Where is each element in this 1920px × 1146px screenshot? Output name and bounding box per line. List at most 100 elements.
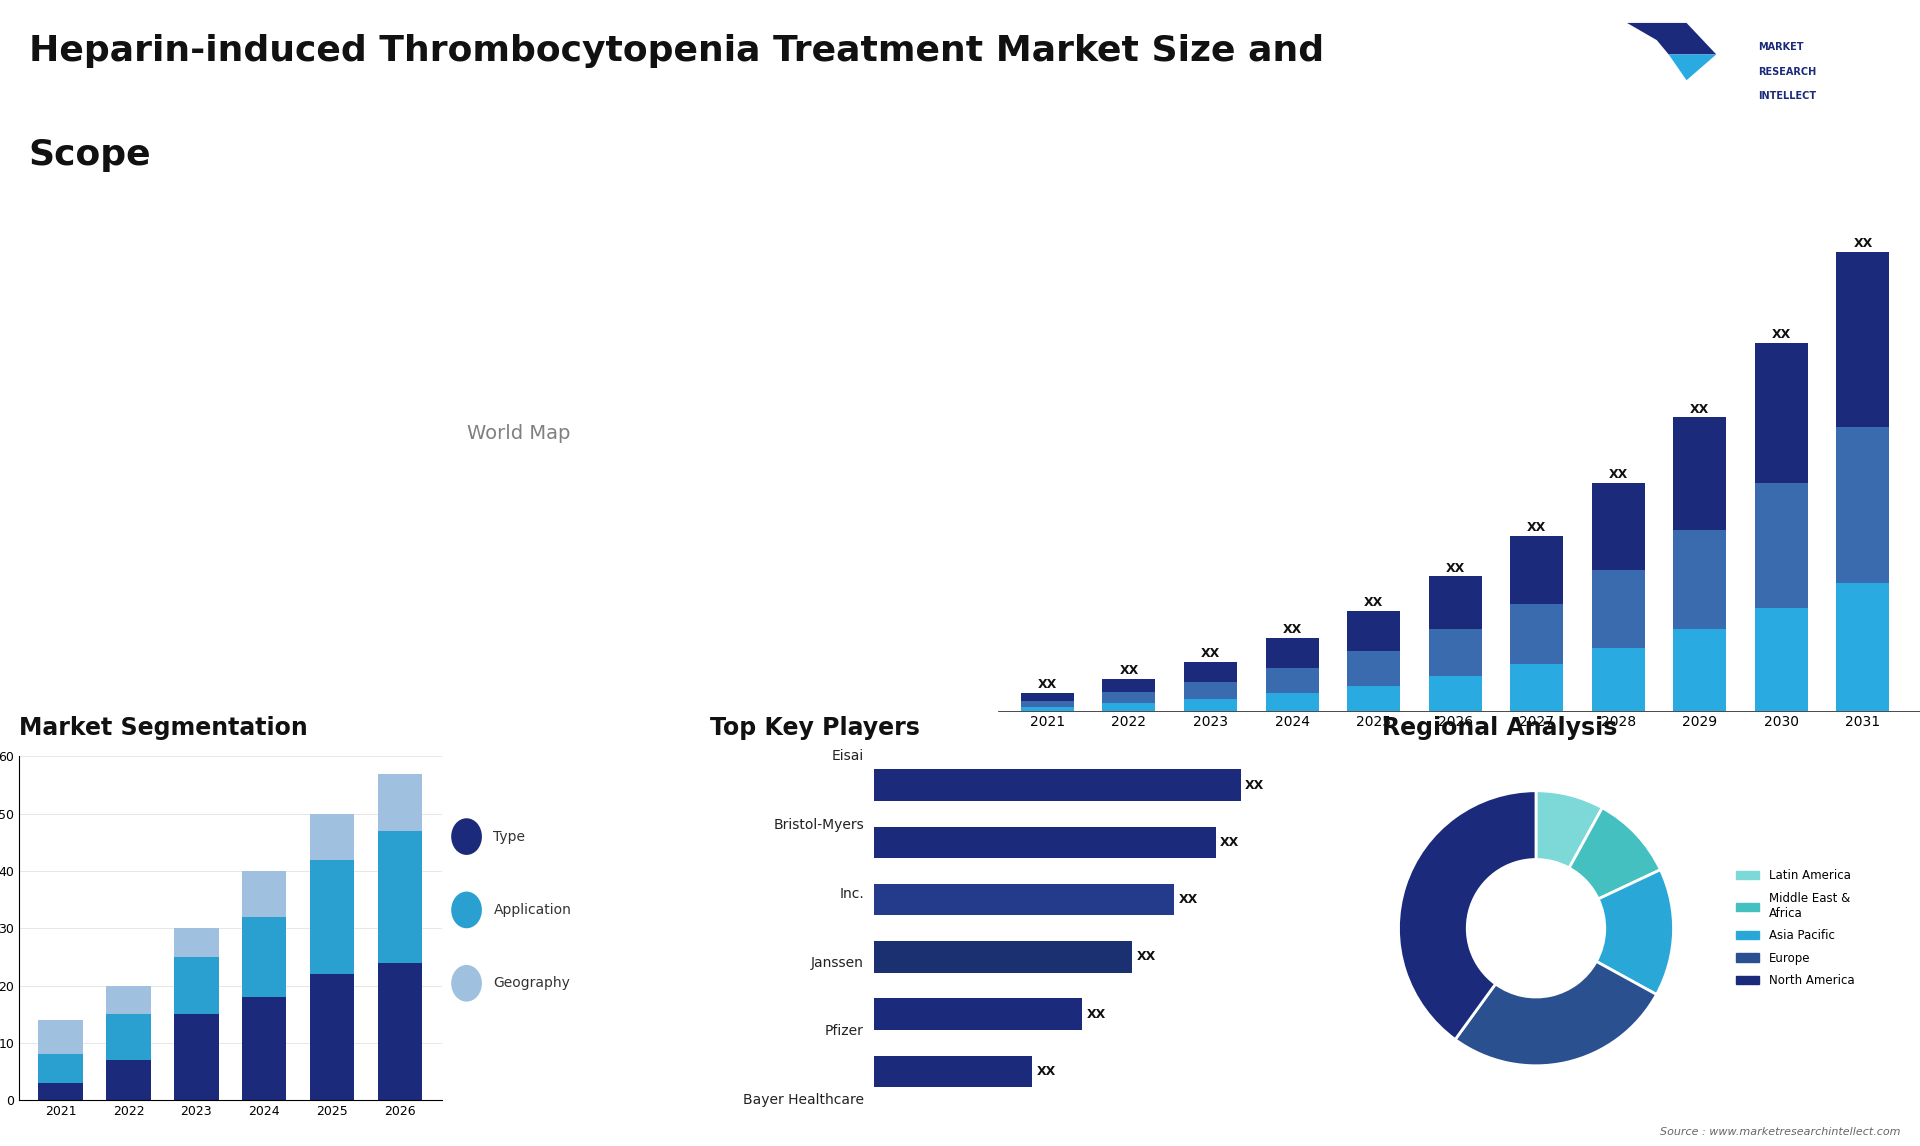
Bar <box>106 1014 150 1060</box>
Bar <box>311 974 355 1100</box>
Bar <box>106 1060 150 1100</box>
Bar <box>1021 707 1073 711</box>
Wedge shape <box>1455 961 1657 1066</box>
Text: XX: XX <box>1037 678 1056 691</box>
Bar <box>1185 699 1236 711</box>
Text: XX: XX <box>1446 562 1465 574</box>
Text: Geography: Geography <box>493 976 570 990</box>
Bar <box>1102 692 1156 702</box>
Bar <box>1511 536 1563 604</box>
Bar <box>175 928 219 957</box>
Bar <box>1836 252 1889 426</box>
Bar <box>1428 676 1482 711</box>
Text: RESEARCH: RESEARCH <box>1759 66 1816 77</box>
Bar <box>106 986 150 1014</box>
Bar <box>1674 417 1726 529</box>
Bar <box>1185 662 1236 682</box>
Text: Bayer Healthcare: Bayer Healthcare <box>743 1093 864 1107</box>
Bar <box>874 941 1133 973</box>
Text: XX: XX <box>1037 1065 1056 1078</box>
Text: XX: XX <box>1853 237 1872 250</box>
Bar <box>1348 685 1400 711</box>
Bar <box>874 826 1215 858</box>
Text: XX: XX <box>1772 328 1791 340</box>
Wedge shape <box>1536 791 1603 868</box>
Text: Top Key Players: Top Key Players <box>710 716 920 740</box>
Bar <box>311 814 355 860</box>
Bar <box>38 1054 83 1083</box>
Text: Heparin-induced Thrombocytopenia Treatment Market Size and: Heparin-induced Thrombocytopenia Treatme… <box>29 34 1325 69</box>
Bar <box>1592 571 1645 649</box>
Bar <box>1021 700 1073 707</box>
Bar <box>1674 629 1726 711</box>
Text: Scope: Scope <box>29 138 152 172</box>
Bar <box>1265 638 1319 668</box>
Text: XX: XX <box>1200 647 1219 660</box>
Text: XX: XX <box>1363 596 1382 609</box>
Bar <box>1102 680 1156 692</box>
Circle shape <box>451 892 482 928</box>
Legend: Latin America, Middle East &
Africa, Asia Pacific, Europe, North America: Latin America, Middle East & Africa, Asi… <box>1732 864 1859 992</box>
Text: World Map: World Map <box>467 424 570 444</box>
Bar <box>242 871 286 917</box>
Text: XX: XX <box>1283 623 1302 636</box>
Bar <box>1265 668 1319 693</box>
Text: XX: XX <box>1609 468 1628 481</box>
Text: XX: XX <box>1137 950 1156 964</box>
Bar <box>1428 576 1482 629</box>
Text: Regional Analysis: Regional Analysis <box>1382 716 1619 740</box>
Bar <box>378 963 422 1100</box>
Bar <box>874 769 1240 801</box>
Bar <box>1185 682 1236 699</box>
Bar <box>874 1055 1033 1088</box>
Circle shape <box>451 965 482 1002</box>
Bar <box>1755 482 1809 607</box>
Bar <box>1836 426 1889 582</box>
Text: Application: Application <box>493 903 572 917</box>
Bar <box>378 831 422 963</box>
Wedge shape <box>1569 808 1661 898</box>
Bar <box>378 774 422 831</box>
Bar <box>175 957 219 1014</box>
Text: INTELLECT: INTELLECT <box>1759 91 1816 101</box>
Bar <box>1428 629 1482 676</box>
Bar <box>1592 482 1645 571</box>
Text: XX: XX <box>1219 835 1238 849</box>
Text: XX: XX <box>1119 665 1139 677</box>
Wedge shape <box>1596 870 1674 995</box>
Text: Inc.: Inc. <box>839 887 864 901</box>
Text: Janssen: Janssen <box>810 956 864 970</box>
Bar <box>1836 582 1889 711</box>
Bar <box>175 1014 219 1100</box>
Bar <box>242 917 286 997</box>
Bar <box>1021 693 1073 700</box>
Bar <box>1265 693 1319 711</box>
Wedge shape <box>1398 791 1536 1039</box>
Bar <box>1755 607 1809 711</box>
Bar <box>874 998 1083 1030</box>
Text: Pfizer: Pfizer <box>826 1025 864 1038</box>
Text: Market Segmentation: Market Segmentation <box>19 716 307 740</box>
Bar <box>1348 611 1400 651</box>
Text: Type: Type <box>493 830 526 843</box>
Text: XX: XX <box>1179 893 1198 906</box>
Bar <box>38 1083 83 1100</box>
Bar <box>242 997 286 1100</box>
Bar <box>1755 343 1809 482</box>
Bar <box>311 860 355 974</box>
Polygon shape <box>1668 54 1716 80</box>
Bar <box>1511 664 1563 711</box>
Text: Eisai: Eisai <box>831 749 864 763</box>
Text: XX: XX <box>1690 402 1709 416</box>
Text: Bristol-Myers: Bristol-Myers <box>774 818 864 832</box>
Text: XX: XX <box>1087 1007 1106 1021</box>
Bar <box>1511 604 1563 664</box>
Polygon shape <box>1626 23 1716 54</box>
Text: MARKET: MARKET <box>1759 42 1803 53</box>
Bar <box>1348 651 1400 685</box>
FancyBboxPatch shape <box>1597 8 1907 158</box>
Text: XX: XX <box>1244 778 1265 792</box>
Text: Source : www.marketresearchintellect.com: Source : www.marketresearchintellect.com <box>1661 1127 1901 1137</box>
Bar <box>1592 649 1645 711</box>
Circle shape <box>451 818 482 855</box>
